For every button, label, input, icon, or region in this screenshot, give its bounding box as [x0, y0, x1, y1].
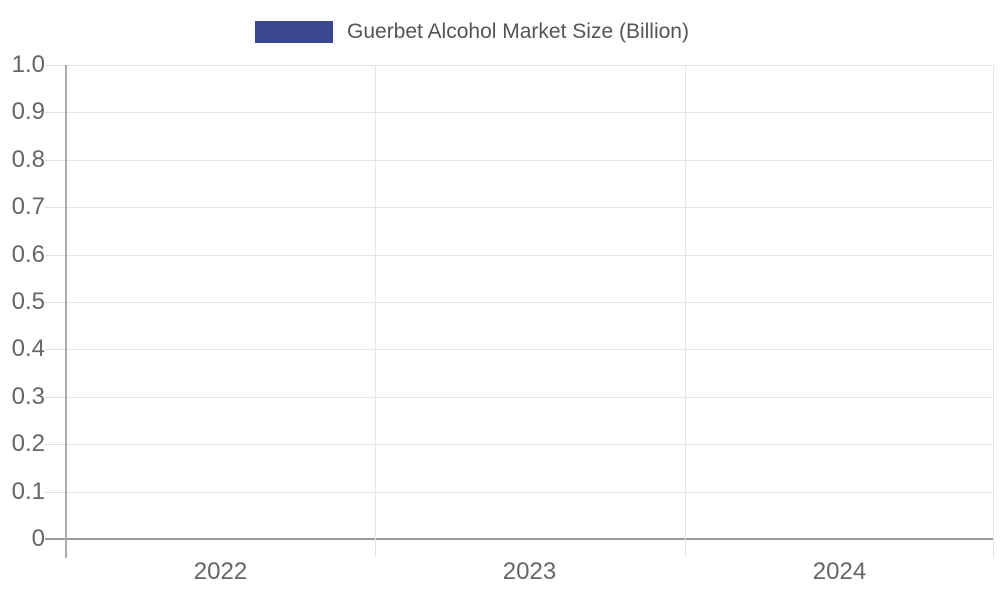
x-axis-tick: [375, 539, 376, 557]
y-axis-tick: [45, 65, 66, 66]
y-axis-tick: [45, 349, 66, 350]
y-axis-tick: [45, 492, 66, 493]
y-tick-label: 0.7: [11, 193, 45, 220]
y-axis-tick: [45, 444, 66, 445]
y-axis-tick: [45, 255, 66, 256]
legend-swatch[interactable]: [255, 21, 333, 43]
y-axis-line: [65, 65, 67, 558]
x-tick-label: 2024: [812, 558, 867, 585]
x-gridline: [993, 65, 994, 539]
y-gridline: [66, 397, 994, 398]
y-tick-label: 0.4: [11, 335, 45, 362]
y-axis-tick: [45, 112, 66, 113]
legend-label[interactable]: Guerbet Alcohol Market Size (Billion): [347, 20, 689, 43]
y-gridline: [66, 112, 994, 113]
x-gridline: [375, 65, 376, 539]
y-axis-tick: [45, 207, 66, 208]
y-gridline: [66, 65, 994, 66]
x-tick-label: 2023: [502, 558, 557, 585]
y-tick-label: 0.1: [11, 478, 45, 505]
y-tick-label: 0: [31, 525, 45, 552]
y-gridline: [66, 302, 994, 303]
x-axis-tick: [685, 539, 686, 557]
y-tick-label: 0.9: [11, 98, 45, 125]
y-gridline: [66, 349, 994, 350]
y-tick-label: 0.5: [11, 288, 45, 315]
y-gridline: [66, 160, 994, 161]
x-gridline: [685, 65, 686, 539]
y-gridline: [66, 207, 994, 208]
y-axis-tick: [45, 397, 66, 398]
y-tick-label: 0.2: [11, 430, 45, 457]
y-axis-tick: [45, 302, 66, 303]
y-gridline: [66, 444, 994, 445]
y-tick-label: 0.6: [11, 241, 45, 268]
x-axis-zero-line: [45, 538, 994, 540]
y-tick-label: 1.0: [11, 51, 45, 78]
y-gridline: [66, 492, 994, 493]
y-axis-tick: [45, 160, 66, 161]
y-gridline: [66, 255, 994, 256]
x-tick-label: 2022: [193, 558, 248, 585]
y-tick-label: 0.8: [11, 146, 45, 173]
y-tick-label: 0.3: [11, 383, 45, 410]
x-axis-tick: [993, 539, 994, 557]
